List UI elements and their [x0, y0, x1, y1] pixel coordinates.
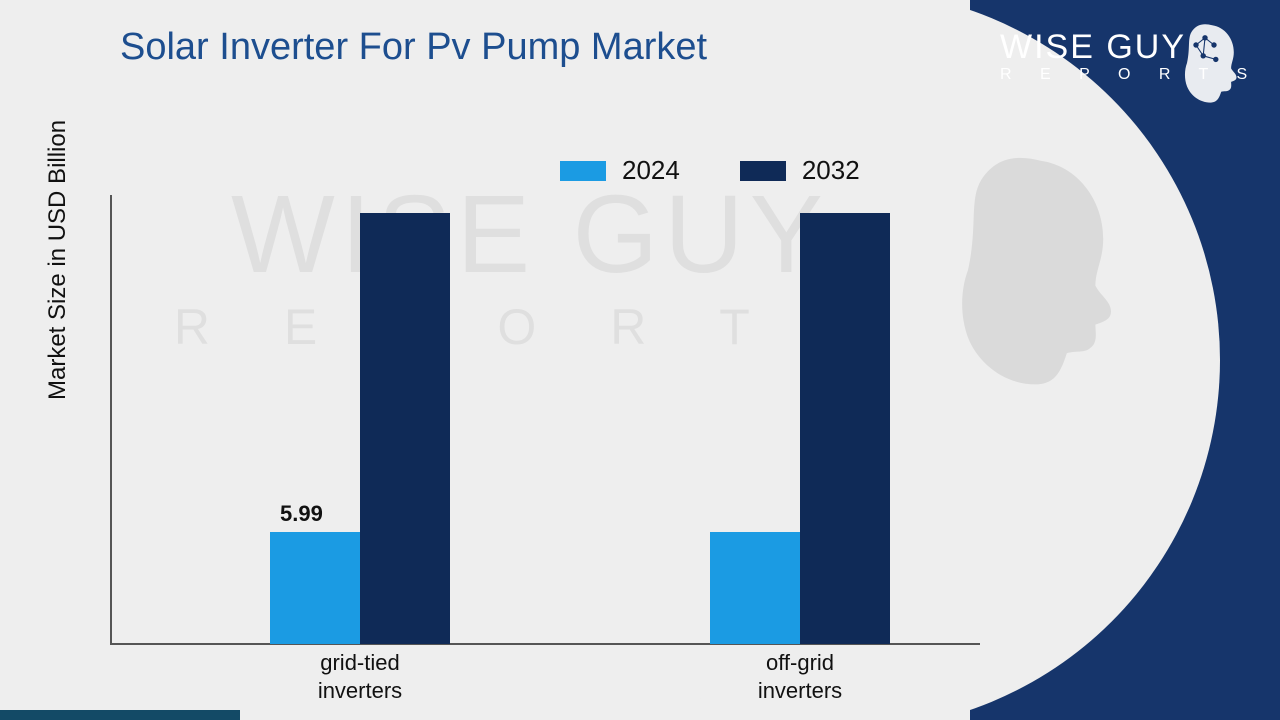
legend-label-2032: 2032 — [802, 155, 860, 186]
footer-accent-bar — [0, 710, 240, 720]
chart-canvas: WISE GUY R E P O R T S Solar Inverter Fo… — [0, 0, 1280, 720]
bar-2032 — [800, 213, 890, 644]
bar-value-label: 5.99 — [280, 501, 323, 527]
legend-swatch-2024 — [560, 161, 606, 181]
chart-title: Solar Inverter For Pv Pump Market — [120, 26, 707, 69]
legend: 2024 2032 — [560, 155, 860, 186]
bar-2032 — [360, 213, 450, 644]
brand-sub: R E P O R T S — [1000, 66, 1240, 84]
plot-area: 5.99grid-tiedinverters off-gridinverters — [110, 195, 980, 645]
bar-group: 5.99grid-tiedinverters — [270, 195, 450, 645]
brand-logo: WISE GUY R E P O R T S — [1000, 30, 1240, 84]
legend-item-2024: 2024 — [560, 155, 680, 186]
legend-item-2032: 2032 — [740, 155, 860, 186]
y-axis-line — [110, 195, 112, 645]
category-label: grid-tiedinverters — [260, 645, 460, 704]
y-axis-label: Market Size in USD Billion — [44, 120, 72, 400]
bar-2024 — [710, 532, 800, 644]
legend-label-2024: 2024 — [622, 155, 680, 186]
brand-name: WISE GUY — [1000, 30, 1240, 64]
bar-2024 — [270, 532, 360, 644]
bar-group: off-gridinverters — [710, 195, 890, 645]
legend-swatch-2032 — [740, 161, 786, 181]
category-label: off-gridinverters — [700, 645, 900, 704]
